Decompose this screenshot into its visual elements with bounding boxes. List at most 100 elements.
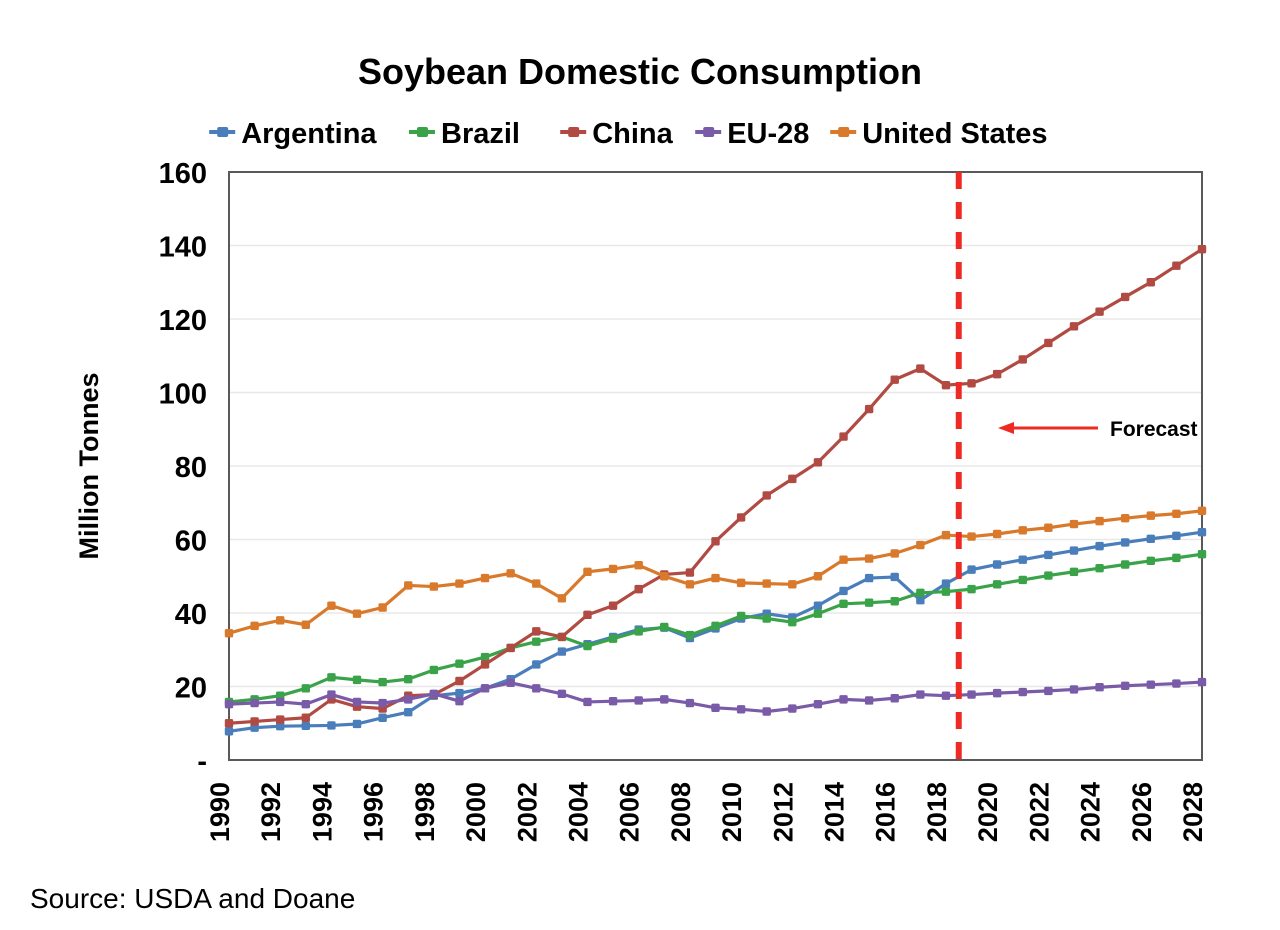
series-marker (967, 584, 976, 594)
series-marker (224, 629, 234, 638)
series-marker (813, 601, 823, 610)
series-marker (967, 565, 976, 574)
series-marker (301, 721, 311, 731)
y-axis-tick-label: 20 (175, 673, 207, 705)
series-marker (788, 580, 797, 589)
series-marker (941, 691, 951, 700)
series-marker (352, 609, 362, 618)
series-marker (1069, 546, 1079, 555)
series-marker (864, 404, 874, 414)
series-marker (890, 597, 899, 606)
series-marker (557, 594, 567, 603)
series-marker (1172, 261, 1181, 270)
series-marker (378, 677, 387, 687)
series-marker (532, 637, 541, 646)
series-marker (839, 695, 848, 704)
series-marker (352, 719, 362, 729)
series-marker (762, 491, 771, 500)
series-marker (301, 620, 311, 629)
series-marker (1044, 523, 1053, 532)
series-marker (276, 697, 285, 707)
legend-item-argentina: Argentina (209, 118, 377, 150)
series-marker (1146, 534, 1155, 543)
x-axis-tick-label: 2020 (973, 782, 1003, 842)
series-marker (890, 549, 899, 558)
series-marker (532, 660, 541, 669)
series-marker (301, 684, 311, 693)
series-marker (762, 614, 771, 623)
series-marker (916, 595, 925, 605)
series-marker (839, 432, 848, 441)
series-marker (532, 579, 541, 588)
forecast-arrow-head-icon (998, 422, 1014, 434)
x-axis-tick-label: 2018 (922, 782, 952, 842)
legend-label: United States (862, 118, 1047, 150)
series-marker (429, 665, 439, 675)
x-axis-tick-label: 2022 (1024, 782, 1054, 842)
series-marker (1095, 541, 1104, 551)
series-marker (404, 581, 413, 590)
series-marker (1018, 687, 1027, 697)
series-marker (685, 698, 695, 708)
series-marker (378, 713, 387, 722)
series-marker (224, 719, 234, 728)
x-axis-tick-label: 2028 (1178, 782, 1208, 842)
y-axis-tick-label: 140 (159, 232, 207, 264)
series-marker (788, 704, 797, 713)
y-axis-tick-label: 40 (175, 599, 207, 631)
series-marker (532, 684, 541, 693)
legend-marker-swatch (703, 127, 715, 137)
series-brazil (224, 550, 1207, 707)
series-marker (890, 375, 899, 384)
series-marker (1197, 550, 1207, 559)
y-axis-tick-label: - (197, 746, 207, 778)
series-marker (711, 537, 720, 546)
y-axis-title: Million Tonnes (74, 373, 104, 560)
y-axis-ticks: - 20 40 60 80 100 120 140 160 (159, 158, 207, 778)
series-marker (404, 674, 413, 684)
series-group (224, 244, 1207, 736)
series-marker (1095, 307, 1104, 316)
series-marker (1197, 527, 1207, 537)
legend-item-eu-28: EU-28 (695, 118, 809, 150)
series-marker (1018, 526, 1027, 535)
series-marker (276, 715, 285, 724)
source-note: Source: USDA and Doane (30, 883, 355, 914)
series-marker (864, 696, 874, 705)
x-axis-tick-label: 2026 (1127, 782, 1157, 842)
series-marker (1044, 338, 1053, 348)
series-marker (506, 569, 515, 578)
series-united-states (224, 506, 1207, 638)
legend-item-china: China (560, 118, 674, 150)
series-marker (1095, 516, 1104, 526)
series-marker (583, 697, 592, 707)
x-axis-tick-label: 1998 (410, 782, 440, 842)
series-marker (1172, 679, 1181, 688)
series-marker (1146, 278, 1155, 287)
series-marker (788, 617, 797, 627)
series-marker (736, 705, 746, 714)
series-marker (250, 621, 259, 631)
series-marker (839, 586, 848, 596)
series-marker (762, 707, 771, 716)
series-marker (634, 696, 643, 705)
series-marker (941, 380, 951, 390)
series-marker (1018, 575, 1027, 585)
x-axis-tick-label: 2016 (871, 782, 901, 842)
x-axis-tick-label: 2012 (768, 782, 798, 842)
series-marker (992, 580, 1002, 589)
gridlines (229, 244, 1202, 688)
series-marker (429, 582, 439, 591)
series-marker (634, 561, 643, 570)
series-marker (1018, 355, 1027, 364)
series-marker (1069, 567, 1079, 577)
forecast-label: Forecast (1110, 418, 1198, 441)
series-marker (685, 568, 695, 577)
series-marker (455, 659, 464, 668)
series-marker (839, 555, 848, 564)
series-marker (916, 690, 925, 699)
series-marker (660, 572, 669, 581)
series-marker (224, 727, 234, 736)
series-marker (455, 676, 464, 686)
